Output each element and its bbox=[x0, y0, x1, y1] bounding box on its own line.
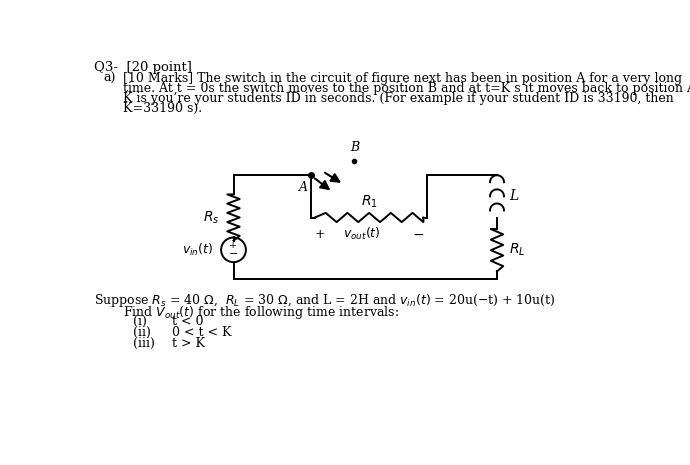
Text: time. At t = 0s the switch moves to the position B and at t=K s it moves back to: time. At t = 0s the switch moves to the … bbox=[124, 82, 690, 95]
Text: K=33190 s).: K=33190 s). bbox=[124, 102, 203, 115]
Text: +: + bbox=[315, 228, 326, 241]
Text: (ii): (ii) bbox=[132, 326, 150, 339]
Text: −: − bbox=[229, 249, 238, 259]
Text: A: A bbox=[299, 181, 308, 194]
Text: −: − bbox=[412, 227, 424, 241]
Text: $v_{in}(t)$: $v_{in}(t)$ bbox=[182, 242, 213, 258]
Text: L: L bbox=[509, 189, 519, 203]
Text: (iii): (iii) bbox=[132, 337, 155, 350]
Text: $R_1$: $R_1$ bbox=[361, 193, 377, 210]
Text: +: + bbox=[229, 241, 237, 250]
Text: t > K: t > K bbox=[172, 337, 204, 350]
Text: a): a) bbox=[104, 72, 116, 85]
Text: 0 < t < K: 0 < t < K bbox=[172, 326, 231, 339]
Text: Suppose $R_s$ = 40 $\Omega$,  $R_L$ = 30 $\Omega$, and L = 2H and $v_{in}(t)$ = : Suppose $R_s$ = 40 $\Omega$, $R_L$ = 30 … bbox=[94, 292, 555, 309]
Text: [10 Marks] The switch in the circuit of figure next has been in position A for a: [10 Marks] The switch in the circuit of … bbox=[124, 72, 682, 85]
Text: B: B bbox=[351, 140, 359, 153]
Text: Find $V_{out}(t)$ for the following time intervals:: Find $V_{out}(t)$ for the following time… bbox=[124, 304, 400, 321]
Text: $R_L$: $R_L$ bbox=[509, 242, 526, 259]
Text: K is you’re your students ID in seconds. (For example if your student ID is 3319: K is you’re your students ID in seconds.… bbox=[124, 92, 674, 105]
Text: t < 0: t < 0 bbox=[172, 315, 203, 328]
Text: (i): (i) bbox=[132, 315, 146, 328]
Text: Q3-  [20 point]: Q3- [20 point] bbox=[94, 61, 192, 74]
Text: $R_s$: $R_s$ bbox=[203, 209, 219, 226]
Text: $v_{out}(t)$: $v_{out}(t)$ bbox=[342, 226, 380, 242]
